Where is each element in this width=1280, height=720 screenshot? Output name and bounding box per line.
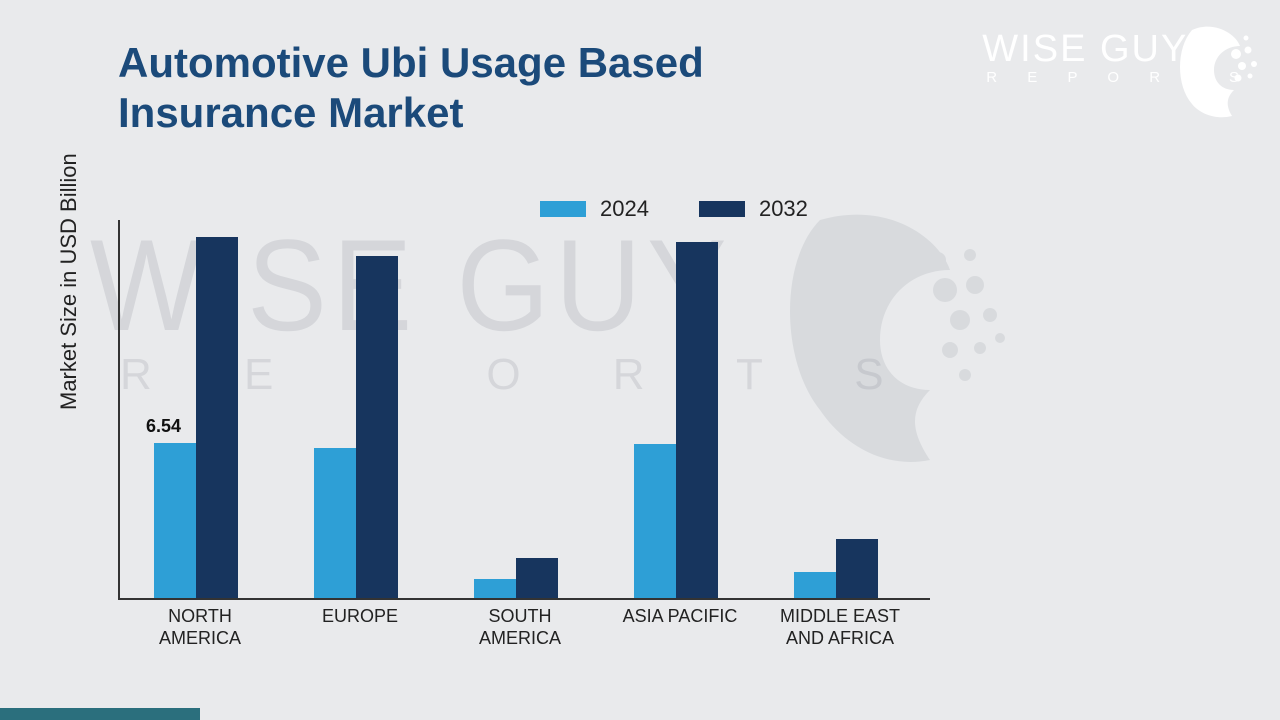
legend-label-2024: 2024 bbox=[600, 196, 649, 222]
bar bbox=[516, 558, 558, 598]
chart-area: Market Size in USD Billion 6.54NORTH AME… bbox=[100, 220, 930, 600]
legend-swatch-2024 bbox=[540, 201, 586, 217]
y-axis-label: Market Size in USD Billion bbox=[56, 153, 82, 410]
logo-text-sub: R E P O R T S bbox=[982, 69, 1252, 86]
legend-item-2032: 2032 bbox=[699, 196, 808, 222]
bar bbox=[314, 448, 356, 598]
chart-title: Automotive Ubi Usage Based Insurance Mar… bbox=[118, 38, 838, 137]
logo: WISE GUY R E P O R T S bbox=[982, 28, 1252, 86]
category-label: ASIA PACIFIC bbox=[610, 606, 750, 628]
legend-swatch-2032 bbox=[699, 201, 745, 217]
bar bbox=[474, 579, 516, 598]
category-label: SOUTH AMERICA bbox=[450, 606, 590, 649]
category-label: MIDDLE EAST AND AFRICA bbox=[770, 606, 910, 649]
bottom-accent-bar bbox=[0, 708, 200, 720]
bar bbox=[676, 242, 718, 598]
bar bbox=[634, 444, 676, 598]
legend: 2024 2032 bbox=[540, 196, 808, 222]
bar bbox=[794, 572, 836, 598]
plot-area: 6.54NORTH AMERICAEUROPESOUTH AMERICAASIA… bbox=[118, 220, 930, 600]
logo-text-main: WISE GUY bbox=[982, 28, 1252, 71]
bar-value-label: 6.54 bbox=[146, 416, 181, 437]
bar bbox=[196, 237, 238, 598]
bar bbox=[154, 443, 196, 598]
category-label: EUROPE bbox=[290, 606, 430, 628]
bar bbox=[356, 256, 398, 598]
legend-item-2024: 2024 bbox=[540, 196, 649, 222]
legend-label-2032: 2032 bbox=[759, 196, 808, 222]
category-label: NORTH AMERICA bbox=[130, 606, 270, 649]
chart-canvas: WISE GUY R E P O R T S Automotive Ubi Us… bbox=[0, 0, 1280, 720]
bar bbox=[836, 539, 878, 598]
